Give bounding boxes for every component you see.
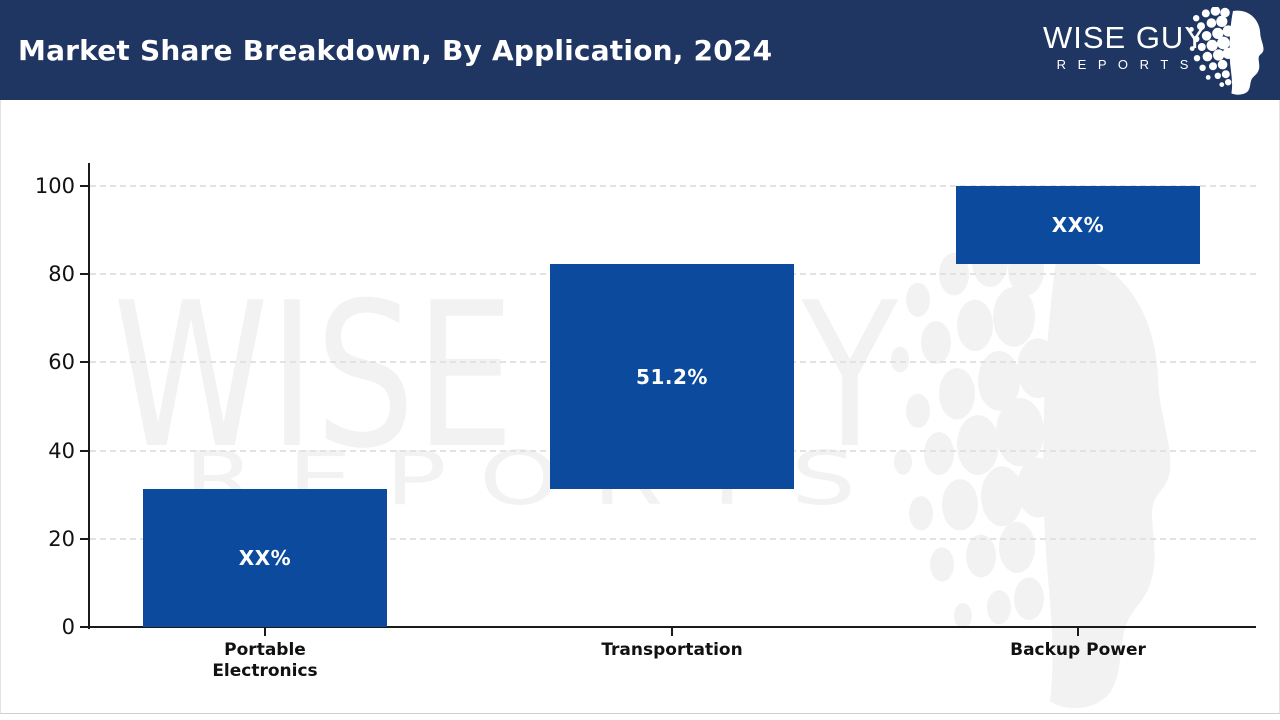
y-tick-label: 80 xyxy=(48,262,75,287)
bar-segment: XX% xyxy=(956,186,1200,264)
bar-value-label: XX% xyxy=(238,546,292,571)
x-tick-mark xyxy=(671,628,673,636)
gridline xyxy=(90,185,1256,187)
y-tick-label: 100 xyxy=(34,174,75,198)
gridline xyxy=(90,537,1256,540)
chart-canvas: WISE GUY R E P O R T S 0 20 40 60 80 100 XX% xyxy=(0,100,1280,714)
y-tick-mark xyxy=(80,273,88,276)
x-tick-mark xyxy=(264,628,266,636)
chart-title: Market Share Breakdown, By Application, … xyxy=(18,33,773,67)
bar-segment: 51.2% xyxy=(550,263,794,490)
x-tick-mark xyxy=(1077,628,1079,636)
wiseguy-head-icon xyxy=(1189,7,1264,95)
y-tick-label: 20 xyxy=(48,526,75,551)
y-tick-mark xyxy=(80,361,88,364)
y-tick-mark xyxy=(80,185,88,187)
y-tick-mark xyxy=(80,537,88,540)
y-tick-mark xyxy=(80,626,88,628)
x-category-label: Portable Electronics xyxy=(212,640,318,681)
y-axis-line xyxy=(88,163,90,629)
x-category-label: Backup Power xyxy=(1010,640,1146,660)
y-tick-mark xyxy=(80,449,88,452)
y-tick-label: 0 xyxy=(61,615,75,639)
bar-value-label: 51.2% xyxy=(636,364,708,389)
x-axis-line xyxy=(88,626,1256,628)
brand-logo-text: WISE GUY R E P O R T S xyxy=(1042,20,1206,73)
bar-segment: XX% xyxy=(143,489,387,627)
brand-tagline: R E P O R T S xyxy=(1056,57,1193,72)
plot-area: 0 20 40 60 80 100 XX% Portable Electronics 51.2%… xyxy=(1,100,1279,713)
header-bar: Market Share Breakdown, By Application, … xyxy=(0,0,1280,100)
bar-value-label: XX% xyxy=(1051,212,1105,237)
brand-name: WISE GUY xyxy=(1042,20,1206,55)
brand-logo: WISE GUY R E P O R T S xyxy=(1018,7,1270,95)
y-tick-label: 40 xyxy=(48,438,75,463)
x-category-label: Transportation xyxy=(601,640,743,660)
y-tick-label: 60 xyxy=(48,350,75,375)
